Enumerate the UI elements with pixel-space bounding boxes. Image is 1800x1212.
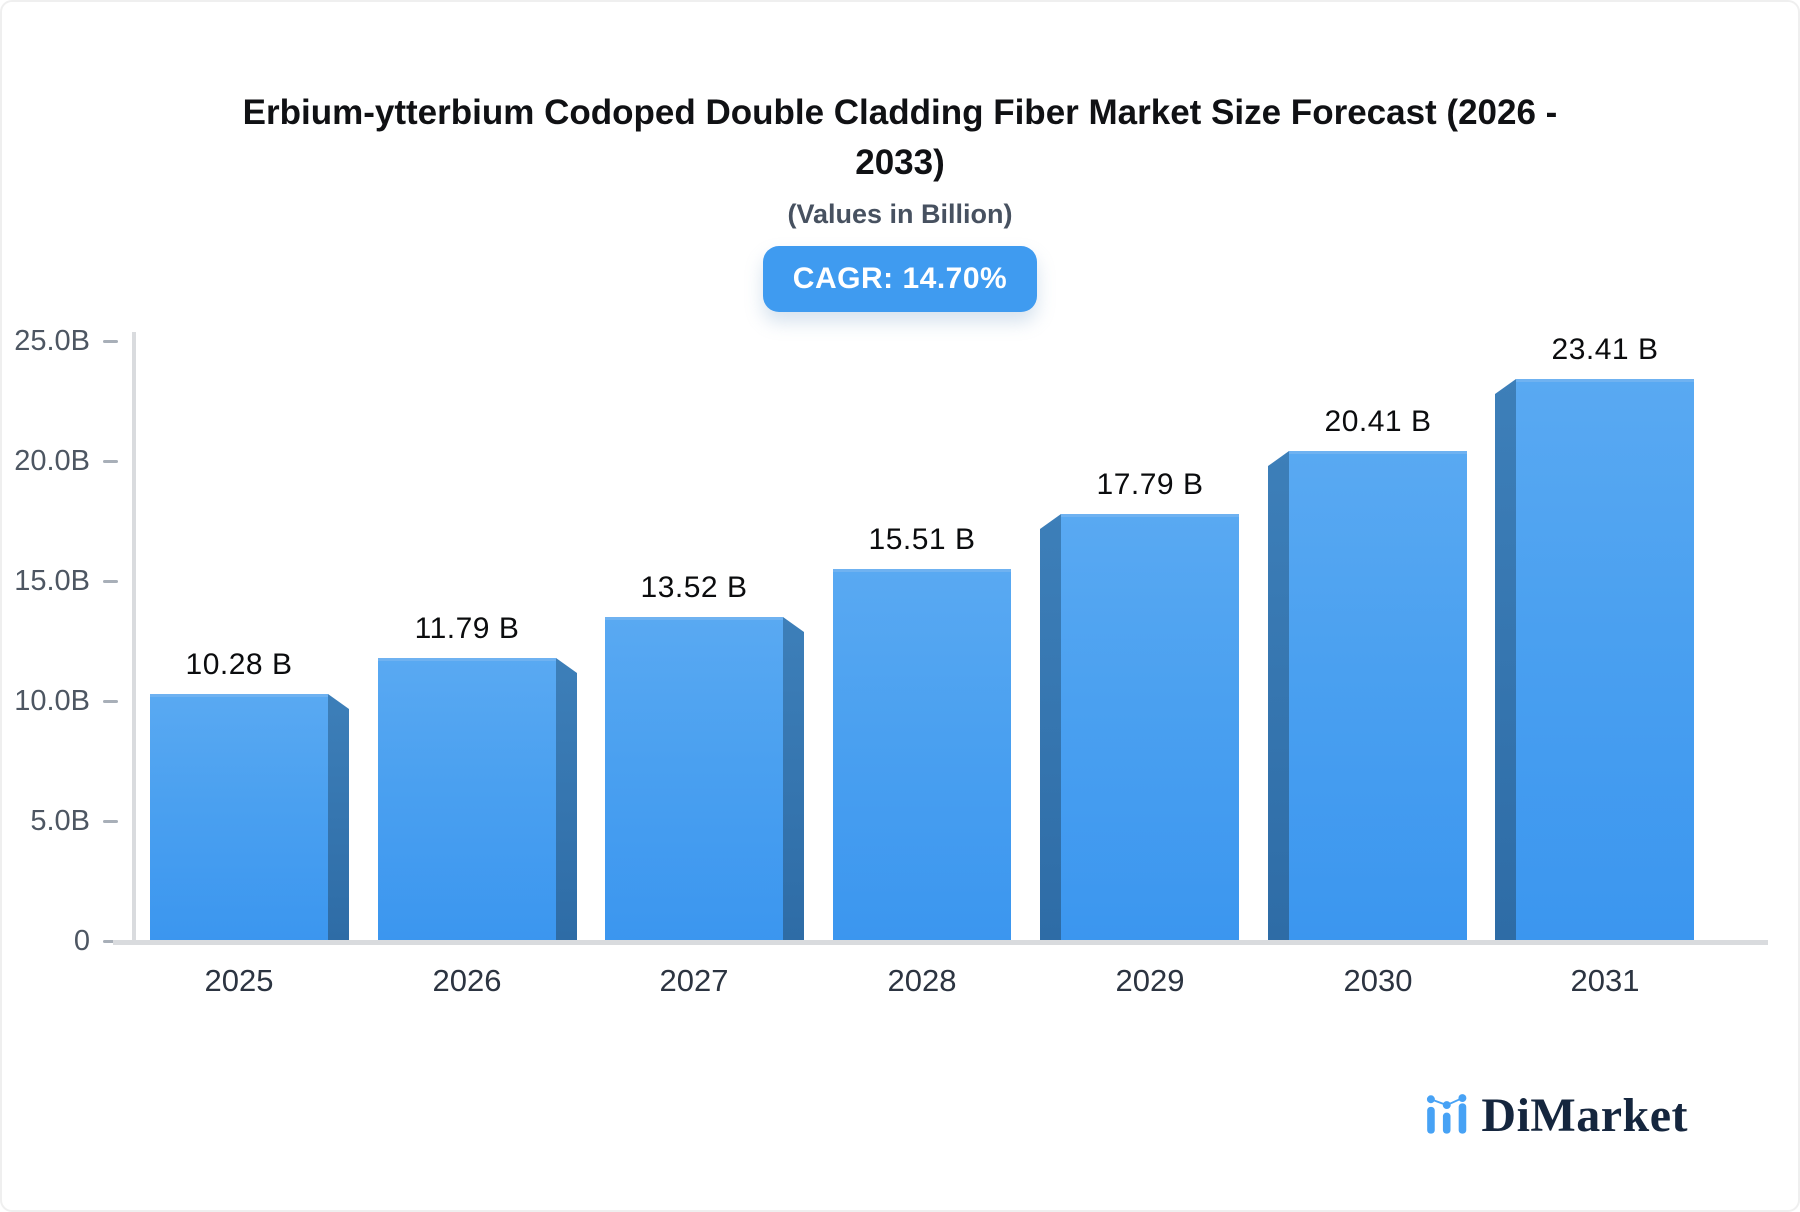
bar-value-label-2029: 17.79 B — [1096, 468, 1204, 501]
y-tick-15: 15.0B — [0, 563, 118, 599]
y-tick-mark — [103, 459, 118, 463]
x-axis-label-2026: 2026 — [432, 963, 502, 998]
bar-value-label-2025: 10.28 B — [185, 648, 293, 681]
y-tick-10: 10.0B — [0, 683, 118, 719]
bar-3d-side — [1040, 514, 1061, 941]
x-axis-label-2031: 2031 — [1570, 963, 1640, 998]
y-tick-label: 0 — [73, 924, 90, 957]
y-tick-mark — [103, 819, 118, 823]
x-axis-label-2027: 2027 — [659, 963, 729, 998]
bar-2025[interactable] — [150, 694, 328, 941]
x-axis-line — [113, 940, 1768, 945]
bar-value-label-2030: 20.41 B — [1324, 405, 1432, 438]
bar-2027[interactable] — [605, 617, 783, 941]
x-axis-label-2025: 2025 — [204, 963, 274, 998]
y-tick-mark — [103, 579, 118, 583]
bar-3d-side — [556, 658, 577, 941]
dimarket-logo-text: DiMarket — [1481, 1088, 1688, 1142]
bar-value-label-2027: 13.52 B — [640, 571, 748, 604]
x-axis-label-2030: 2030 — [1343, 963, 1413, 998]
chart-title-line2: 2033) — [855, 142, 945, 182]
y-axis-line — [132, 332, 136, 941]
y-tick-mark — [103, 939, 118, 943]
bar-value-label-2031: 23.41 B — [1551, 333, 1659, 366]
cagr-badge: CAGR: 14.70% — [762, 246, 1038, 313]
y-tick-label: 25.0B — [14, 324, 90, 357]
y-tick-0: 0 — [0, 923, 118, 959]
y-tick-20: 20.0B — [0, 443, 118, 479]
bar-2029[interactable] — [1061, 514, 1239, 941]
y-tick-label: 20.0B — [14, 444, 90, 477]
bar-3d-side — [1495, 379, 1516, 941]
x-axis-label-2028: 2028 — [887, 963, 957, 998]
chart-title-line1: Erbium-ytterbium Codoped Double Cladding… — [242, 93, 1558, 132]
bar-3d-side — [783, 617, 804, 941]
dimarket-logo-icon — [1427, 1094, 1467, 1134]
bar-value-label-2026: 11.79 B — [414, 612, 520, 645]
bar-2030[interactable] — [1289, 451, 1467, 941]
chart-subtitle: (Values in Billion) — [787, 199, 1013, 230]
y-tick-5: 5.0B — [0, 803, 118, 839]
chart-header: Erbium-ytterbium Codoped Double Cladding… — [0, 0, 1800, 313]
bar-value-label-2028: 15.51 B — [868, 523, 976, 556]
y-tick-label: 15.0B — [14, 564, 90, 597]
y-tick-label: 10.0B — [14, 684, 90, 717]
bar-3d-side — [328, 694, 349, 941]
y-tick-mark — [103, 339, 118, 343]
bar-3d-side — [1268, 451, 1289, 941]
y-tick-mark — [103, 699, 118, 703]
bar-2031[interactable] — [1516, 379, 1694, 941]
y-tick-label: 5.0B — [30, 804, 90, 837]
bar-2026[interactable] — [378, 658, 556, 941]
dimarket-logo[interactable]: DiMarket — [1426, 1088, 1688, 1142]
bar-2028[interactable] — [833, 569, 1011, 941]
y-tick-25: 25.0B — [0, 323, 118, 359]
x-axis-label-2029: 2029 — [1115, 963, 1185, 998]
